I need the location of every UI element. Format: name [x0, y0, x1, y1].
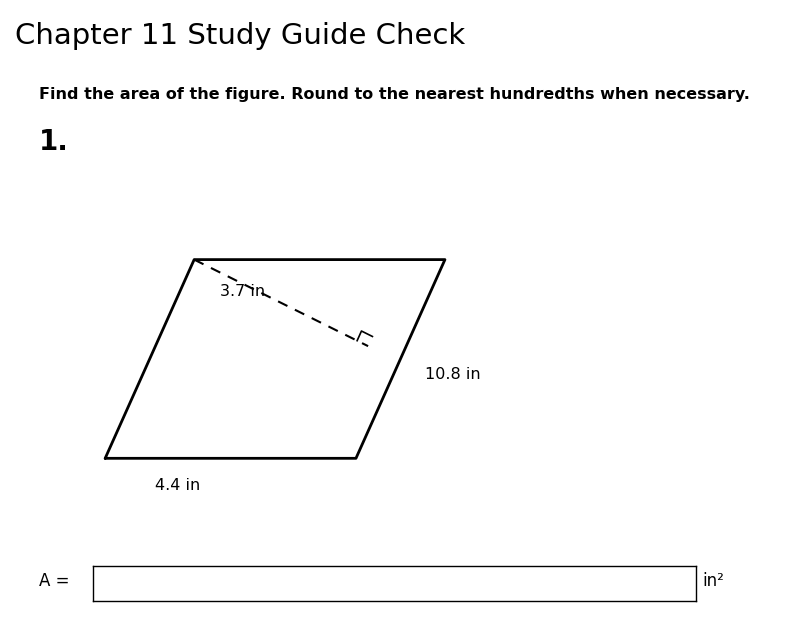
Text: Chapter 11 Study Guide Check: Chapter 11 Study Guide Check [15, 22, 465, 51]
Text: 4.4 in: 4.4 in [155, 478, 201, 492]
Text: 10.8 in: 10.8 in [425, 367, 481, 383]
Text: in²: in² [702, 572, 724, 590]
Text: A =: A = [39, 572, 70, 590]
Text: Find the area of the figure. Round to the nearest hundredths when necessary.: Find the area of the figure. Round to th… [39, 87, 750, 101]
Text: 3.7 in: 3.7 in [220, 284, 265, 299]
Text: 1.: 1. [39, 128, 69, 156]
